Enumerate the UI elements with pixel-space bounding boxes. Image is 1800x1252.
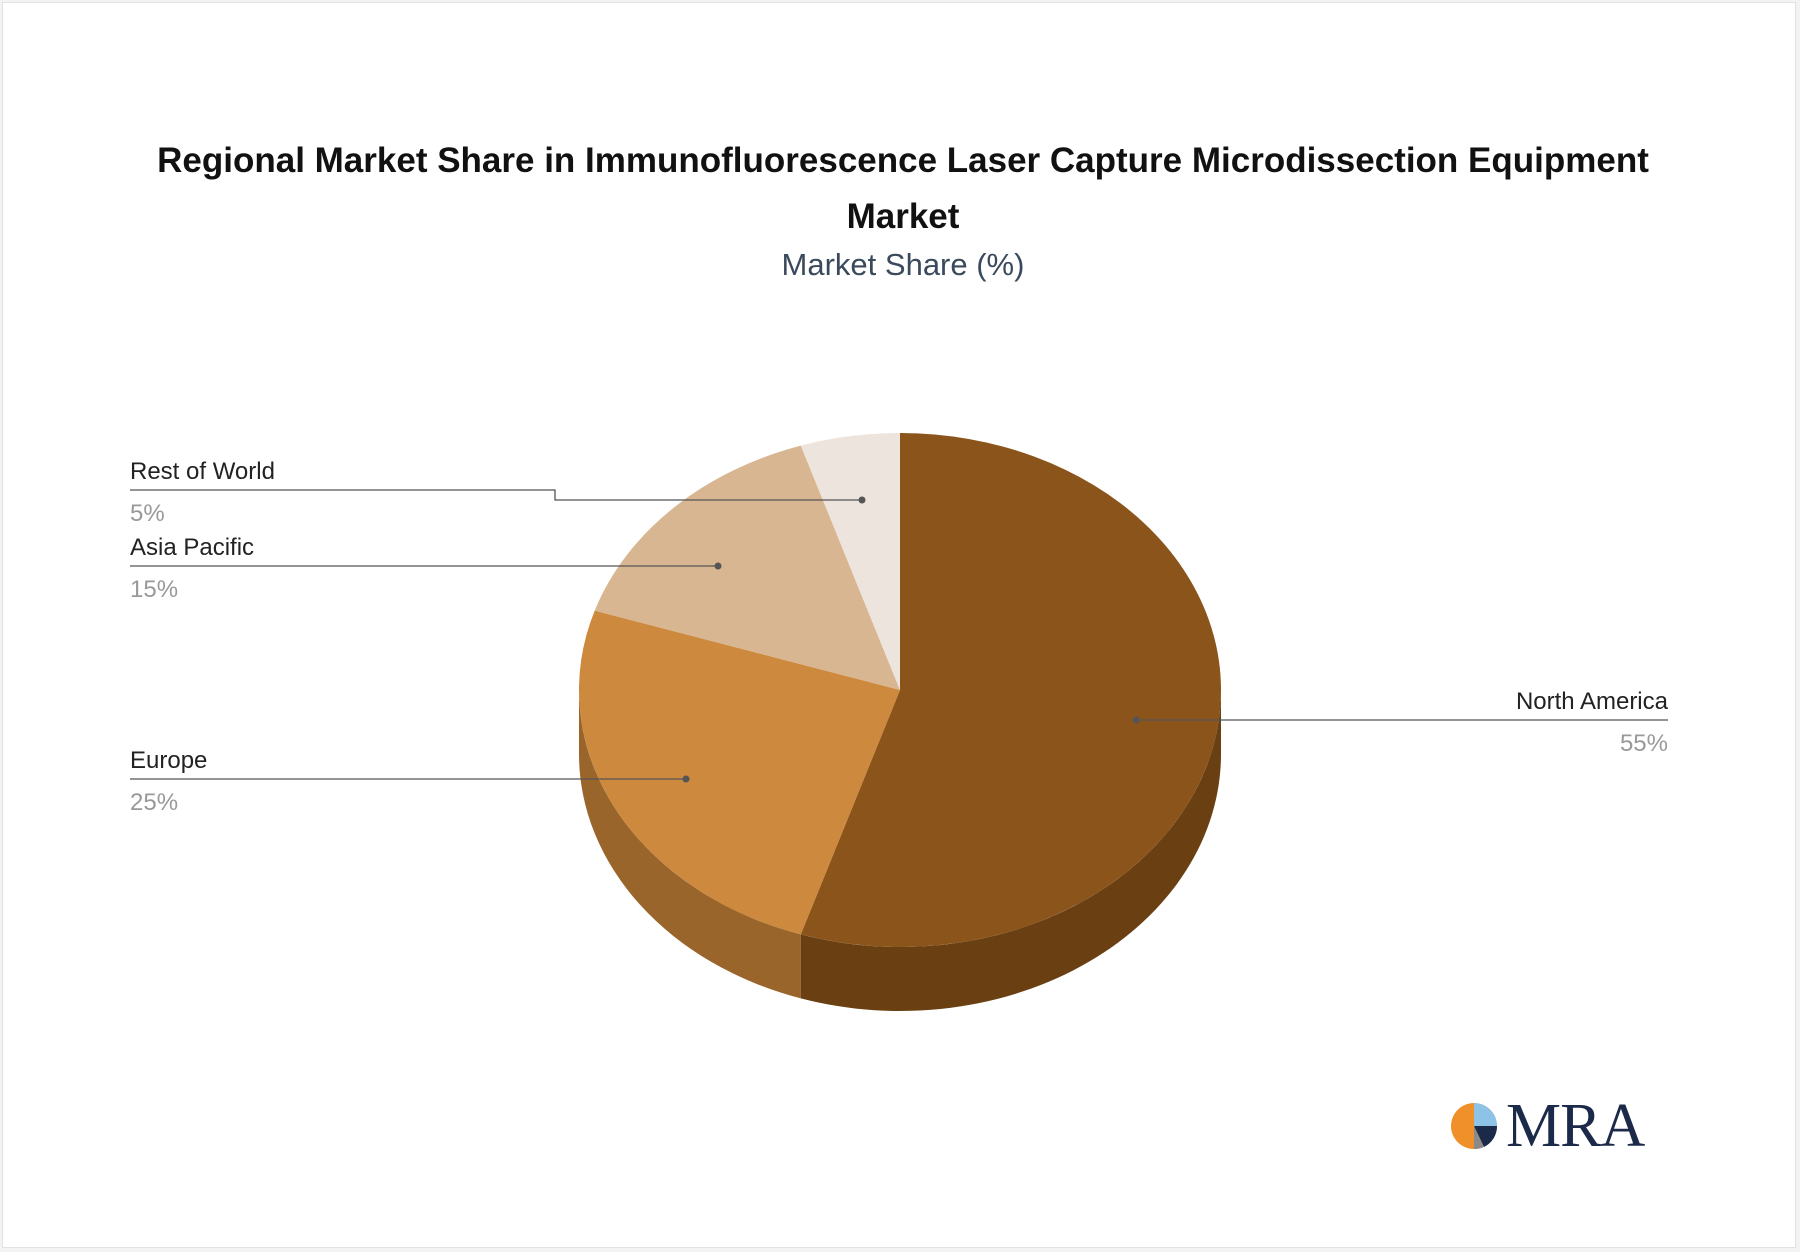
slice-label: Rest of World (130, 458, 275, 485)
slice-label: Asia Pacific (130, 534, 254, 561)
leader-line (130, 489, 862, 501)
pie-slice-north-america (800, 433, 1221, 947)
pie-label-north-america: North America 55% (1132, 688, 1669, 757)
leader-dot (1132, 716, 1140, 724)
pie-label-asia-pacific: Asia Pacific 15% (130, 534, 722, 603)
leader-dot (682, 775, 690, 783)
leader-dot (714, 562, 722, 570)
pie-side-europe (579, 690, 801, 999)
chart-title: Regional Market Share in Immunofluoresce… (157, 141, 1649, 236)
leader-dot (858, 496, 866, 504)
pie-slice-rest-of-world (800, 433, 900, 690)
slice-label: North America (1516, 688, 1669, 715)
slice-value: 15% (130, 576, 178, 603)
slice-value: 55% (1620, 730, 1668, 757)
pie-slice-asia-pacific (594, 445, 900, 690)
pie-slice-europe (578, 610, 900, 935)
mra-logo: MRA (1448, 1092, 1648, 1160)
slice-value: 25% (130, 789, 178, 816)
slice-value: 5% (130, 500, 165, 527)
slice-label: Europe (130, 747, 207, 774)
chart-subtitle: Market Share (%) (781, 247, 1025, 282)
pie-label-rest-of-world: Rest of World 5% (130, 458, 866, 527)
pie-label-europe: Europe 25% (130, 747, 690, 816)
logo-pie-icon (1451, 1103, 1498, 1150)
pie-side-north-america (800, 690, 1221, 1011)
logo-text: MRA (1506, 1092, 1645, 1160)
